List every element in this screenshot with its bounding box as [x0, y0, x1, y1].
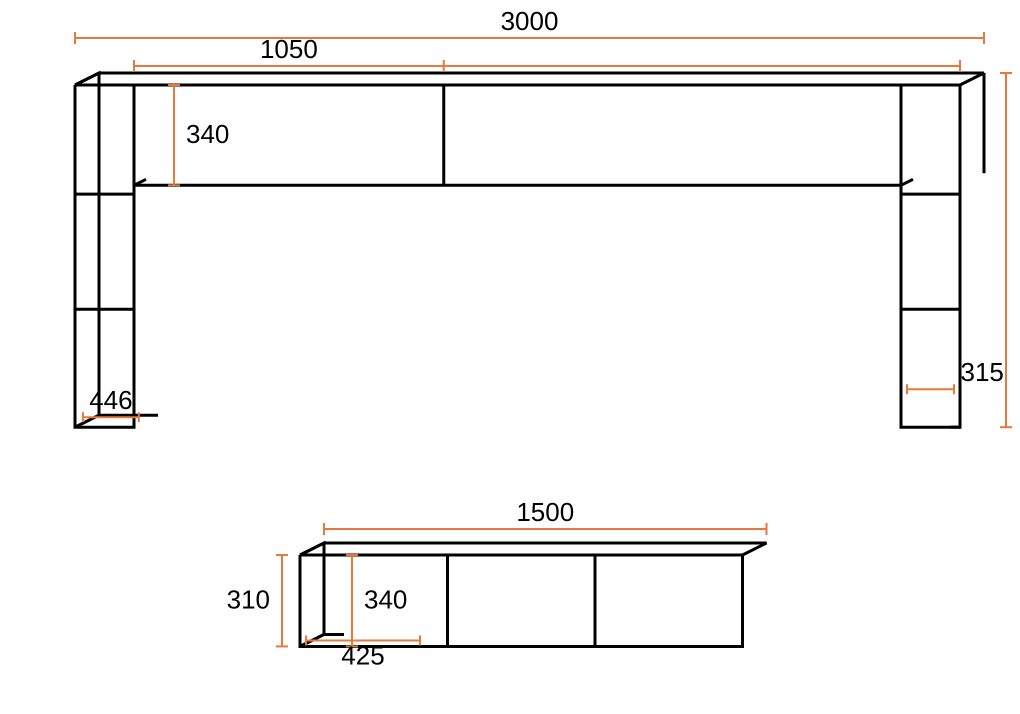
dim-total-width: 3000	[501, 6, 559, 36]
dim-right-depth: 315	[961, 357, 1004, 387]
dim-lower-inner-height: 340	[364, 585, 407, 615]
dim-shelf-seg-width: 1050	[260, 34, 318, 64]
lower-dimensions: 1500 310 340 425	[227, 497, 767, 670]
dim-left-depth: 446	[89, 385, 132, 415]
upper-dimensions: 300010503401160446315	[75, 6, 1020, 427]
dim-lower-width: 1500	[516, 497, 574, 527]
dim-shelf-seg-height: 340	[186, 119, 229, 149]
dim-lower-height: 310	[227, 585, 270, 615]
dim-lower-depth: 425	[341, 640, 384, 670]
